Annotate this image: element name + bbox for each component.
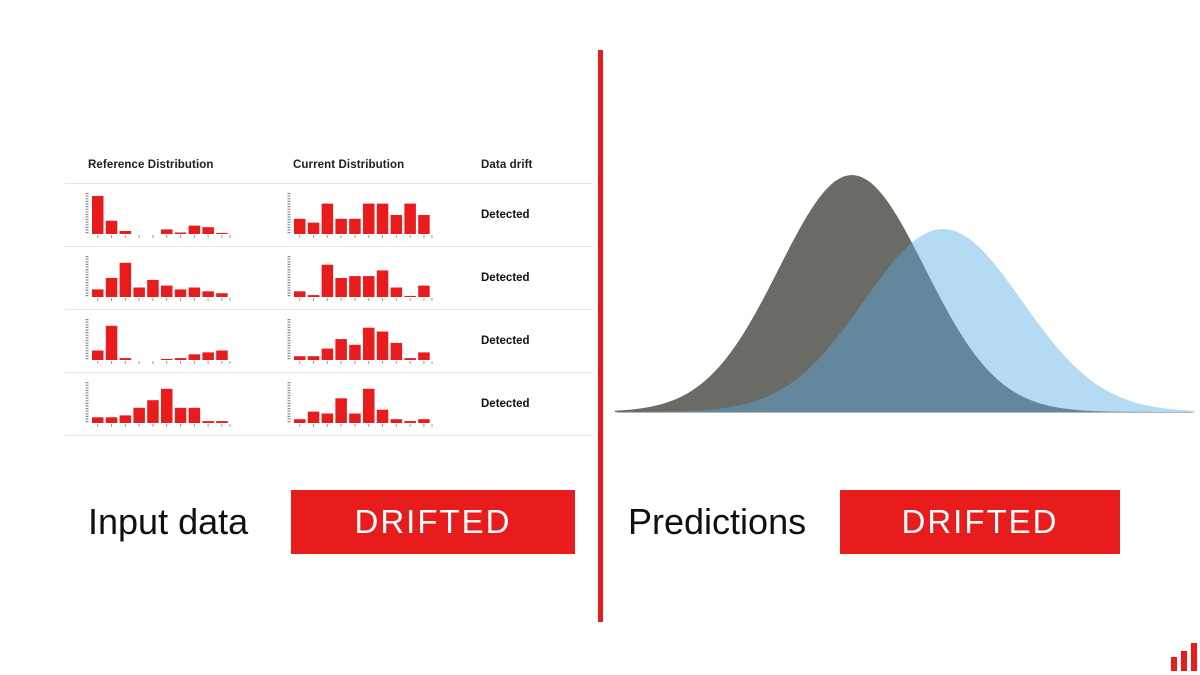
reference-distribution-chart <box>83 316 235 371</box>
drift-status-label: Detected <box>481 398 530 410</box>
current-distribution-chart <box>285 316 437 371</box>
drift-status-label: Detected <box>481 272 530 284</box>
current-distribution-chart <box>285 190 437 245</box>
column-header-current-distribution: Current Distribution <box>293 159 405 171</box>
drift-table-row: Detected <box>65 373 593 436</box>
predictions-label: Predictions <box>628 501 807 542</box>
ascending-bars-logo-icon <box>1171 643 1197 671</box>
column-header-data-drift: Data drift <box>481 159 533 171</box>
reference-distribution-chart <box>83 190 235 245</box>
mini-histogram <box>85 256 231 301</box>
drift-table-header: Reference Distribution Current Distribut… <box>65 152 593 184</box>
drift-status-label: Detected <box>481 335 530 347</box>
mini-histogram <box>85 382 231 427</box>
reference-distribution-curve <box>615 175 1195 412</box>
mini-histogram <box>287 256 433 301</box>
vertical-divider <box>598 50 603 622</box>
distribution-overlap-chart <box>615 175 1195 413</box>
drift-table-row: Detected <box>65 247 593 310</box>
drift-table-row: Detected <box>65 310 593 373</box>
input-data-drifted-badge: DRIFTED <box>291 490 575 554</box>
current-distribution-chart <box>285 379 437 434</box>
current-distribution-curve <box>615 229 1195 412</box>
mini-histogram <box>287 382 433 427</box>
column-header-reference-distribution: Reference Distribution <box>88 159 214 171</box>
current-distribution-chart <box>285 253 437 308</box>
drift-status-label: Detected <box>481 209 530 221</box>
mini-histogram <box>85 319 231 364</box>
mini-histogram <box>287 319 433 364</box>
reference-distribution-chart <box>83 253 235 308</box>
reference-distribution-chart <box>83 379 235 434</box>
drift-table: Reference Distribution Current Distribut… <box>65 152 593 436</box>
input-data-label: Input data <box>88 501 249 542</box>
mini-histogram <box>287 193 433 238</box>
drift-table-row: Detected <box>65 184 593 247</box>
drift-table-body: Detected Detected Detected Detected <box>65 184 593 436</box>
predictions-drifted-badge: DRIFTED <box>840 490 1120 554</box>
mini-histogram <box>85 193 231 238</box>
